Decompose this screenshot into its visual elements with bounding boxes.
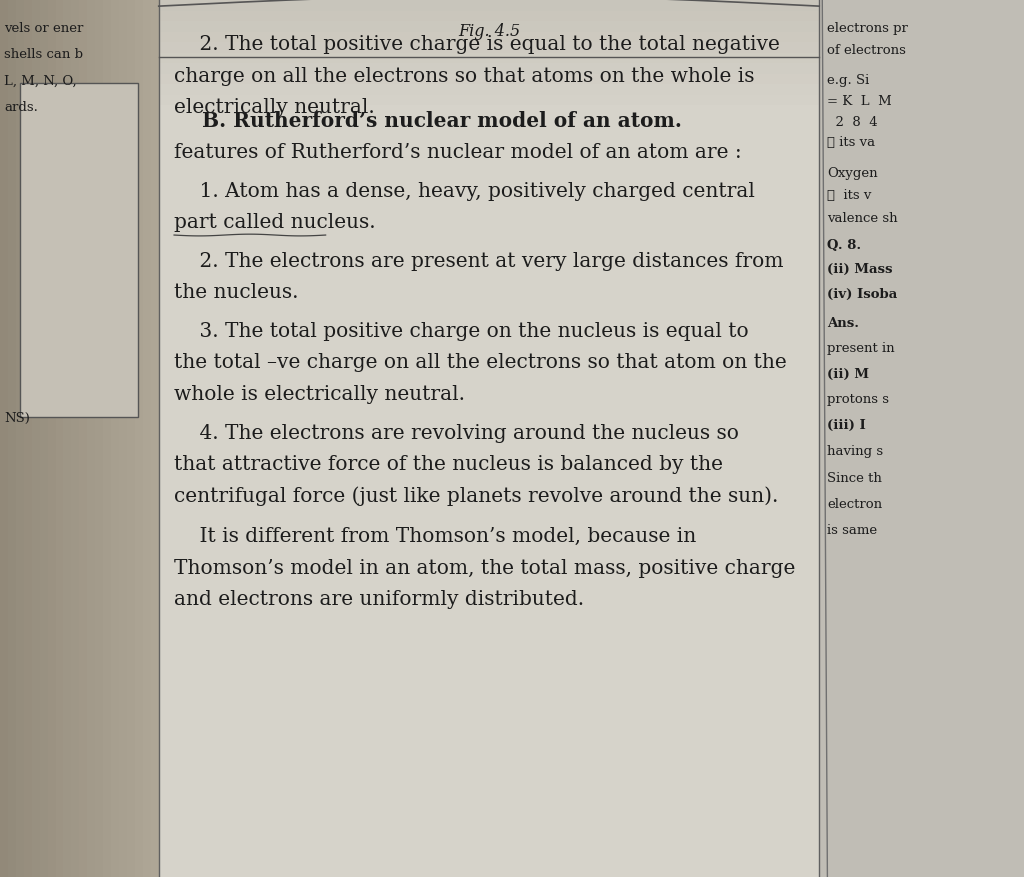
- Text: that attractive force of the nucleus is balanced by the: that attractive force of the nucleus is …: [174, 455, 723, 474]
- Bar: [0, 0, 8, 877]
- Text: NS): NS): [4, 412, 30, 425]
- Text: e.g. Si: e.g. Si: [827, 74, 869, 87]
- Bar: [159, 32, 819, 42]
- Bar: [159, 0, 819, 877]
- Text: = K  L  M: = K L M: [827, 95, 892, 108]
- Bar: [72, 0, 80, 877]
- Text: (ii) Mass: (ii) Mass: [827, 263, 893, 276]
- Text: protons s: protons s: [827, 393, 890, 406]
- Bar: [55, 0, 63, 877]
- Bar: [159, 0, 819, 11]
- Bar: [127, 0, 135, 877]
- Text: and electrons are uniformly distributed.: and electrons are uniformly distributed.: [174, 590, 585, 610]
- Bar: [119, 0, 127, 877]
- Text: electrons pr: electrons pr: [827, 22, 908, 35]
- Text: B. Rutherford’s nuclear model of an atom.: B. Rutherford’s nuclear model of an atom…: [174, 111, 682, 132]
- Bar: [32, 0, 40, 877]
- Text: electrically neutral.: electrically neutral.: [174, 98, 375, 118]
- Bar: [8, 0, 16, 877]
- Text: Since th: Since th: [827, 472, 883, 485]
- Text: of electrons: of electrons: [827, 44, 906, 57]
- Bar: [24, 0, 32, 877]
- Bar: [87, 0, 95, 877]
- Text: having s: having s: [827, 445, 884, 458]
- Bar: [111, 0, 119, 877]
- Bar: [159, 95, 819, 105]
- Bar: [16, 0, 24, 877]
- Bar: [63, 0, 72, 877]
- Text: Fig. 4.5: Fig. 4.5: [458, 23, 520, 40]
- Text: 2. The electrons are present at very large distances from: 2. The electrons are present at very lar…: [174, 252, 783, 271]
- Bar: [103, 0, 111, 877]
- Bar: [95, 0, 103, 877]
- Text: electron: electron: [827, 498, 883, 511]
- Bar: [80, 0, 87, 877]
- Bar: [47, 0, 55, 877]
- Text: part called nucleus.: part called nucleus.: [174, 213, 376, 232]
- Bar: [159, 11, 819, 21]
- Bar: [20, 83, 138, 417]
- Text: centrifugal force (just like planets revolve around the sun).: centrifugal force (just like planets rev…: [174, 487, 778, 506]
- Bar: [819, 0, 1024, 877]
- Bar: [159, 21, 819, 32]
- Bar: [159, 53, 819, 63]
- Text: charge on all the electrons so that atoms on the whole is: charge on all the electrons so that atom…: [174, 67, 755, 86]
- Text: vels or ener: vels or ener: [4, 22, 84, 35]
- Bar: [159, 63, 819, 74]
- Text: the total –ve charge on all the electrons so that atom on the: the total –ve charge on all the electron…: [174, 353, 786, 373]
- Text: ∴ its va: ∴ its va: [827, 136, 876, 149]
- Text: (iii) I: (iii) I: [827, 419, 866, 432]
- Text: (ii) M: (ii) M: [827, 368, 869, 381]
- Bar: [0, 0, 159, 877]
- Text: whole is electrically neutral.: whole is electrically neutral.: [174, 385, 465, 404]
- Text: ∴  its v: ∴ its v: [827, 189, 871, 202]
- Bar: [159, 84, 819, 95]
- Text: features of Rutherford’s nuclear model of an atom are :: features of Rutherford’s nuclear model o…: [174, 143, 741, 162]
- Text: It is different from Thomson’s model, because in: It is different from Thomson’s model, be…: [174, 527, 696, 546]
- Text: 4. The electrons are revolving around the nucleus so: 4. The electrons are revolving around th…: [174, 424, 739, 443]
- Bar: [159, 42, 819, 53]
- Bar: [151, 0, 159, 877]
- Text: is same: is same: [827, 524, 878, 538]
- Text: ards.: ards.: [4, 101, 38, 114]
- Text: shells can b: shells can b: [4, 48, 83, 61]
- Text: 3. The total positive charge on the nucleus is equal to: 3. The total positive charge on the nucl…: [174, 322, 749, 341]
- Text: Ans.: Ans.: [827, 317, 859, 331]
- Text: 2  8  4: 2 8 4: [827, 116, 878, 129]
- Bar: [40, 0, 47, 877]
- Text: the nucleus.: the nucleus.: [174, 283, 299, 303]
- Text: 2. The total positive charge is equal to the total negative: 2. The total positive charge is equal to…: [174, 35, 780, 54]
- Text: valence sh: valence sh: [827, 212, 898, 225]
- Text: Q. 8.: Q. 8.: [827, 239, 861, 252]
- Bar: [135, 0, 143, 877]
- Text: present in: present in: [827, 342, 895, 355]
- Bar: [159, 74, 819, 84]
- Text: Oxygen: Oxygen: [827, 167, 878, 180]
- Text: L, M, N, O,: L, M, N, O,: [4, 75, 77, 88]
- Bar: [143, 0, 151, 877]
- Text: (iv) Isoba: (iv) Isoba: [827, 288, 898, 301]
- Text: 1. Atom has a dense, heavy, positively charged central: 1. Atom has a dense, heavy, positively c…: [174, 182, 755, 201]
- Text: Thomson’s model in an atom, the total mass, positive charge: Thomson’s model in an atom, the total ma…: [174, 559, 796, 578]
